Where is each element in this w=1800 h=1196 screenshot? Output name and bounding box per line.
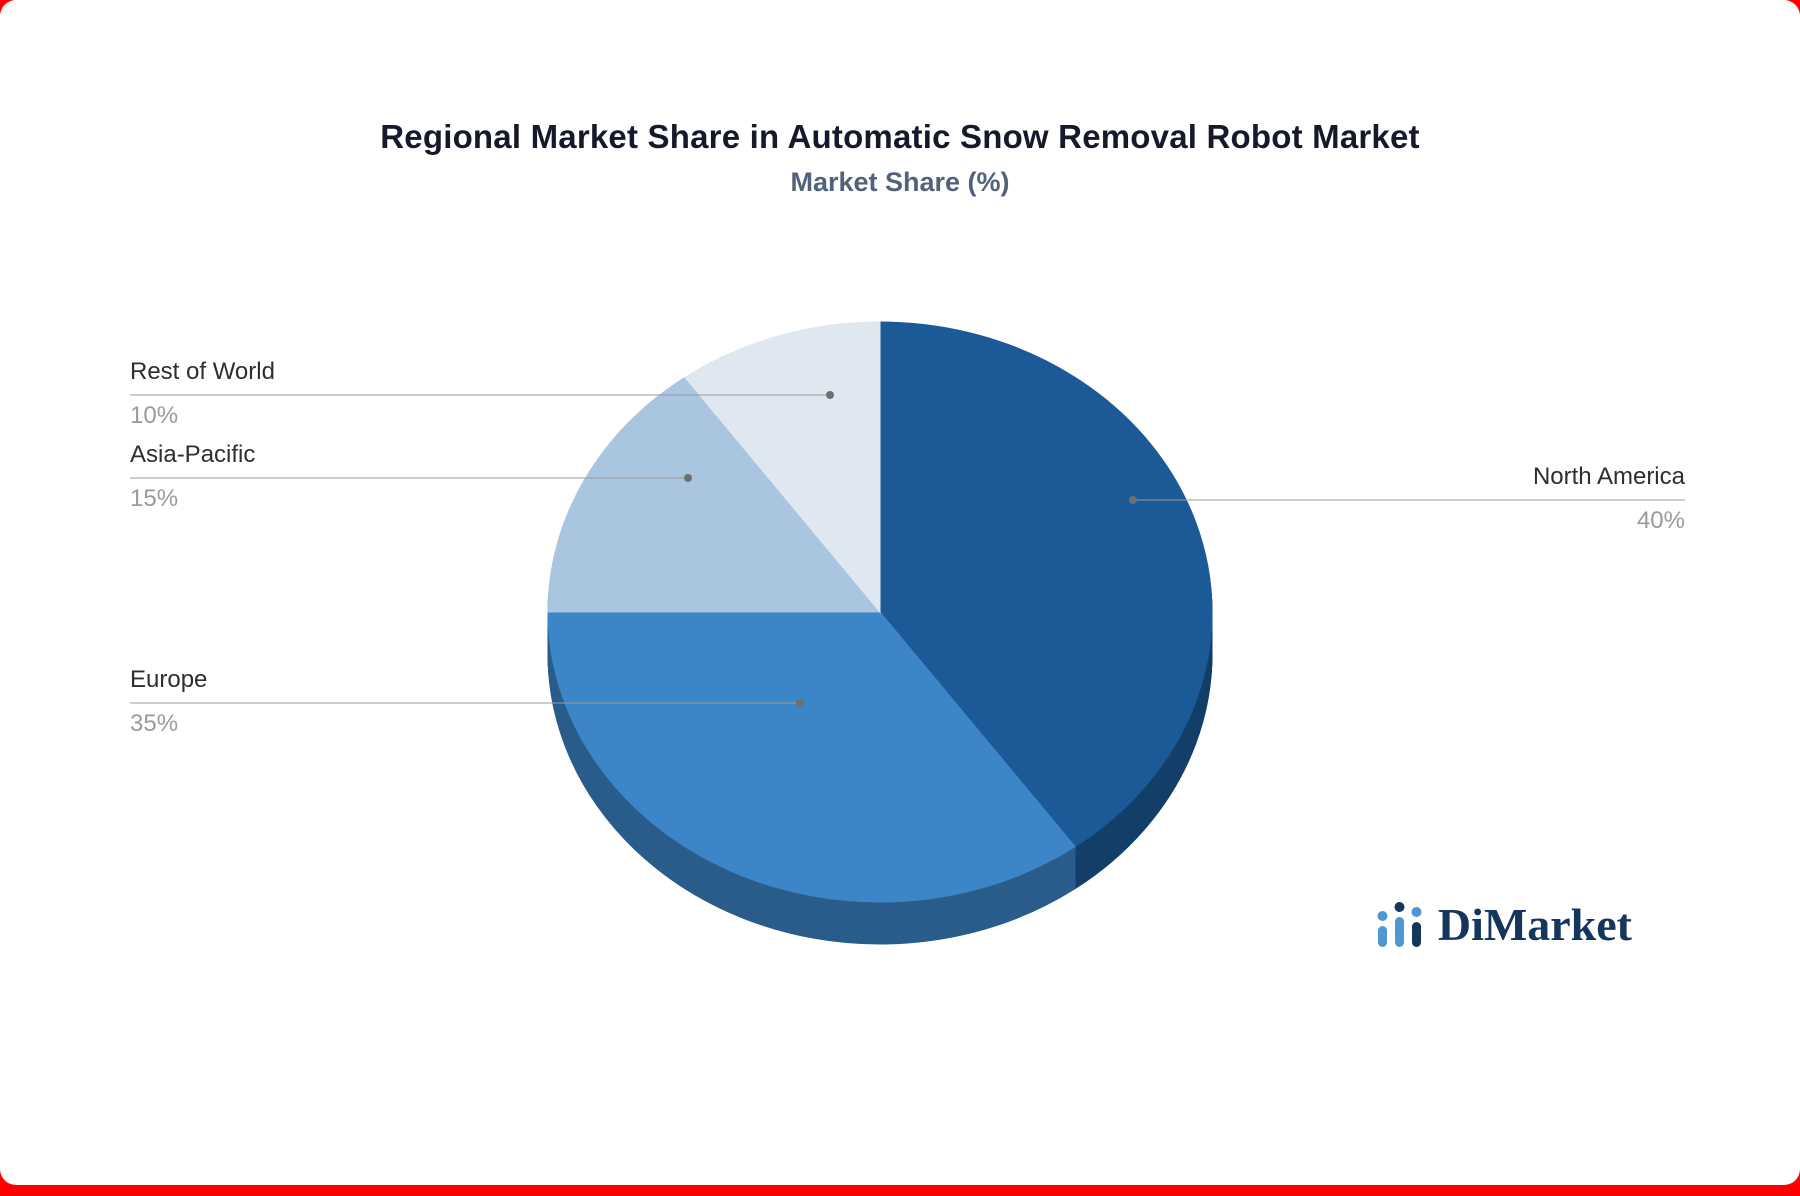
pie-slice-europe xyxy=(547,611,1076,903)
callout-asia-pacific: Asia-Pacific 15% xyxy=(130,441,255,513)
callout-europe: Europe 35% xyxy=(130,666,207,738)
slice-value: 40% xyxy=(1636,507,1685,534)
leader-lines xyxy=(130,391,1685,707)
slice-value: 15% xyxy=(130,485,179,512)
slice-label: Asia-Pacific xyxy=(130,441,256,468)
leader-dot-rest-of-world xyxy=(826,391,834,399)
slice-label: Rest of World xyxy=(130,358,275,385)
pie-slices xyxy=(547,321,1213,945)
leader-dot-asia-pacific xyxy=(684,474,692,482)
slice-label: North America xyxy=(1532,463,1685,490)
slice-value: 35% xyxy=(130,710,179,737)
leader-dot-north-america xyxy=(1129,496,1137,504)
leader-dot-europe xyxy=(796,699,804,707)
chart-title: Regional Market Share in Automatic Snow … xyxy=(380,118,1420,155)
slice-label: Europe xyxy=(130,666,208,693)
slice-value: 10% xyxy=(130,402,179,429)
callout-rest-of-world: Rest of World 10% xyxy=(130,358,275,430)
pie-slice-north-america xyxy=(879,321,1213,848)
callout-north-america: North America 40% xyxy=(1533,463,1685,535)
chart-subtitle: Market Share (%) xyxy=(790,167,1010,197)
dimarket-logo: DiMarket xyxy=(1374,898,1632,951)
dimarket-logo-text: DiMarket xyxy=(1437,899,1632,950)
dimarket-logo-icon xyxy=(1377,901,1422,947)
